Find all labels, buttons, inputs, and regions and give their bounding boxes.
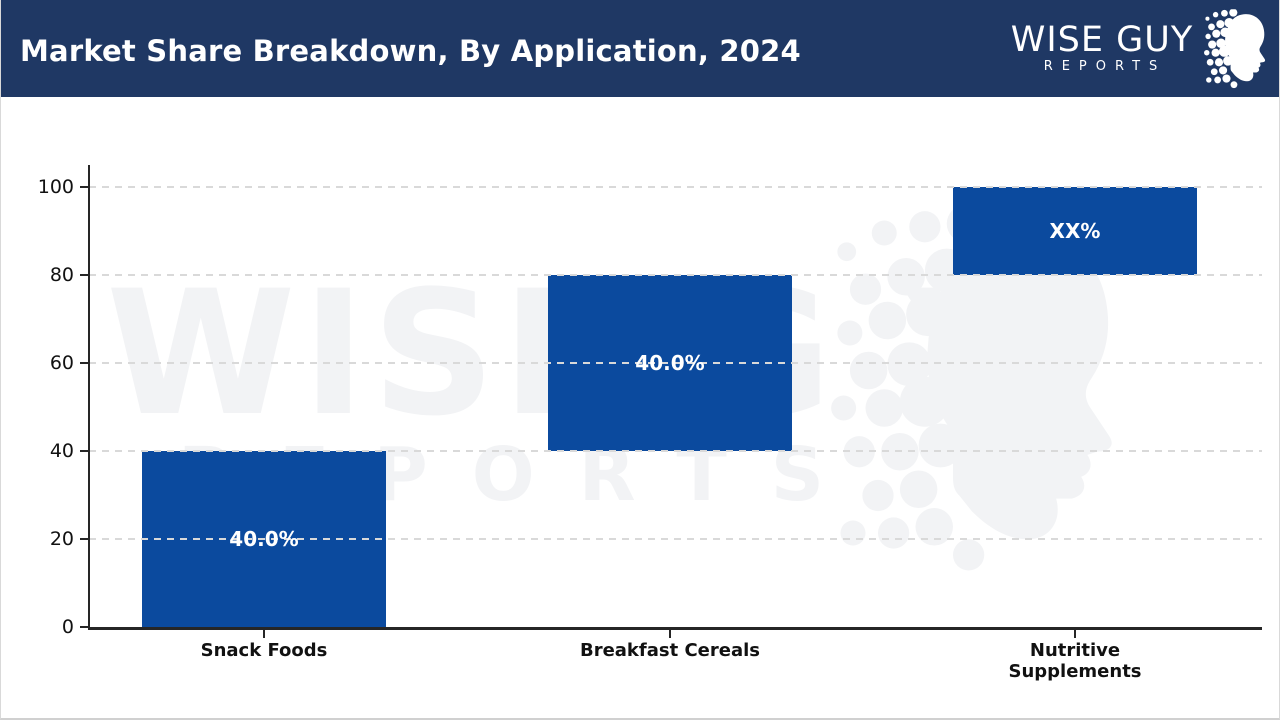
x-axis-spine xyxy=(88,627,1262,630)
y-tick-label: 80 xyxy=(49,264,74,286)
brand-text: WISE GUY REPORTS xyxy=(1008,22,1196,74)
y-axis-spine xyxy=(88,165,90,629)
bar-value-label: 40.0% xyxy=(229,527,299,551)
category-label: Snack Foods xyxy=(154,640,374,661)
page-title: Market Share Breakdown, By Application, … xyxy=(20,34,801,68)
x-tick-mark xyxy=(263,630,265,638)
head-icon xyxy=(1202,8,1270,92)
y-tick-label: 20 xyxy=(49,528,74,550)
y-tick-mark xyxy=(80,450,88,452)
y-tick-mark xyxy=(80,274,88,276)
gridline xyxy=(89,274,1262,276)
y-tick-mark xyxy=(80,626,88,628)
y-tick-label: 100 xyxy=(37,176,74,198)
gridline xyxy=(89,362,1262,364)
bar xyxy=(953,187,1197,275)
y-tick-mark xyxy=(80,186,88,188)
bar-value-label: 40.0% xyxy=(635,351,705,375)
x-tick-mark xyxy=(1074,630,1076,638)
y-tick-mark xyxy=(80,538,88,540)
y-tick-label: 40 xyxy=(49,440,74,462)
y-tick-label: 0 xyxy=(61,616,74,638)
bar-value-label: XX% xyxy=(1049,219,1101,243)
gridline xyxy=(89,538,1262,540)
brand-logo: WISE GUY REPORTS xyxy=(1008,8,1270,92)
y-tick-mark xyxy=(80,362,88,364)
x-tick-mark xyxy=(669,630,671,638)
category-label-line: Snack Foods xyxy=(200,640,328,661)
brand-name: WISE GUY xyxy=(1010,20,1194,60)
category-label-line: Breakfast Cereals xyxy=(579,640,761,661)
gridline xyxy=(89,450,1262,452)
category-label: Nutritive Supplements xyxy=(965,640,1185,682)
header-bar: Market Share Breakdown, By Application, … xyxy=(0,0,1280,97)
category-label-line: Supplements xyxy=(1008,661,1142,682)
brand-reports: REPORTS xyxy=(1043,59,1167,74)
category-label-line: Nutritive xyxy=(1029,640,1121,661)
category-label: Breakfast Cereals xyxy=(560,640,780,661)
gridline xyxy=(89,186,1262,188)
y-tick-label: 60 xyxy=(49,352,74,374)
